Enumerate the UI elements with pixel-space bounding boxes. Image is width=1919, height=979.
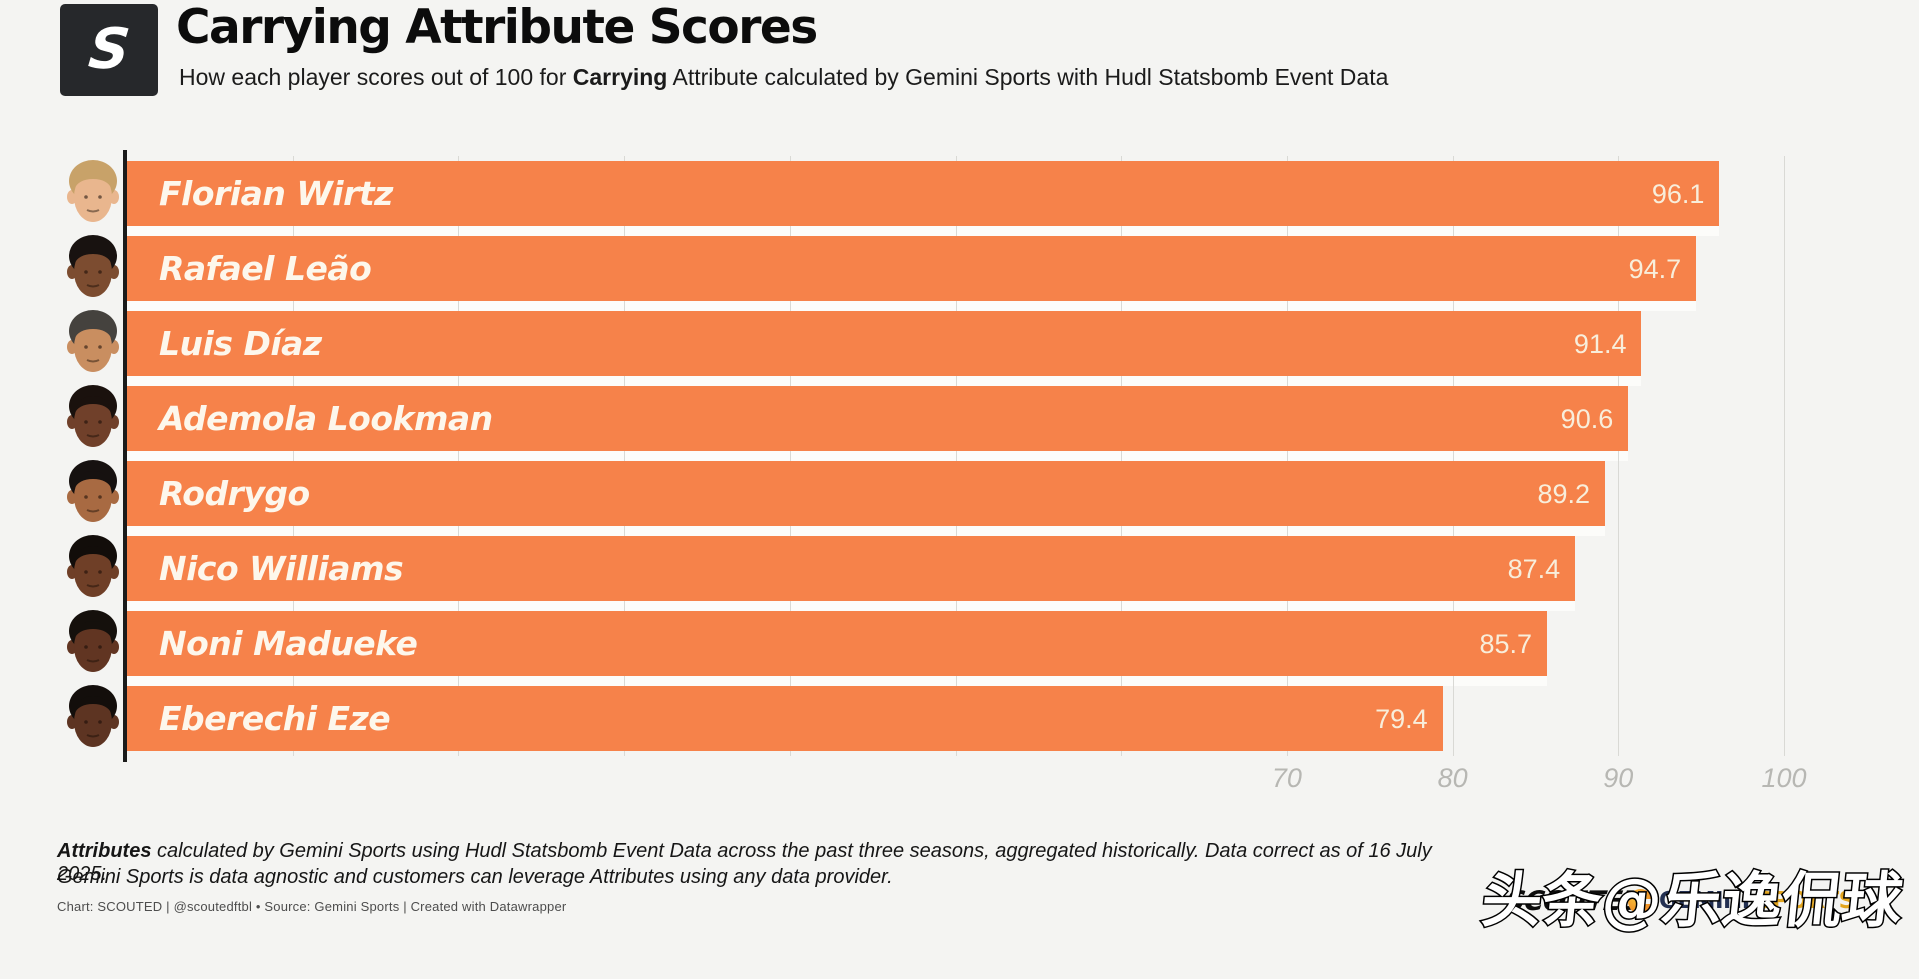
row-gap-strip: [127, 226, 1720, 236]
row-gap-strip: [127, 601, 1576, 611]
score-value-label: 85.7: [1479, 629, 1533, 659]
player-headshot: [67, 460, 119, 522]
subtitle-prefix: How each player scores out of 100 for: [179, 64, 573, 90]
gridline: [458, 156, 460, 756]
score-bar: Rafael Leão 94.7: [127, 236, 1697, 301]
gridline: [1452, 156, 1454, 756]
score-value-label: 87.4: [1507, 554, 1561, 584]
player-name-label: Eberechi Eze: [159, 699, 391, 738]
player-name-label: Nico Williams: [159, 549, 404, 588]
gemini-word: GEMINI: [1659, 888, 1750, 914]
row-gap-strip: [127, 301, 1697, 311]
toutiao-watermark: 头条@乐逸侃球: [1477, 865, 1907, 938]
x-axis-tick-label: 90: [1603, 763, 1634, 793]
sports-word: SPORTS: [1755, 888, 1855, 914]
x-axis-tick-label: 80: [1437, 763, 1468, 793]
player-name-label: Rodrygo: [159, 474, 310, 513]
player-headshot: [67, 535, 119, 597]
player-headshot: [67, 160, 119, 222]
gridline: [1121, 156, 1123, 756]
score-bar: Florian Wirtz 96.1: [127, 161, 1720, 226]
x-axis-tick-label: 70: [1271, 763, 1302, 793]
player-headshot: [67, 685, 119, 747]
player-name-label: Rafael Leão: [159, 249, 372, 288]
x-axis-tick-label: 100: [1761, 763, 1807, 793]
score-bar: Noni Madueke 85.7: [127, 611, 1548, 676]
score-bar: Eberechi Eze 79.4: [127, 686, 1443, 751]
gridline: [624, 156, 626, 756]
score-value-label: 90.6: [1560, 404, 1614, 434]
score-bar: Nico Williams 87.4: [127, 536, 1576, 601]
credit-line: Chart: SCOUTED | @scoutedftbl • Source: …: [57, 899, 567, 914]
player-headshot: [67, 610, 119, 672]
score-value-label: 94.7: [1628, 254, 1682, 284]
footer-note-rest: calculated by Gemini Sports using Hudl S…: [57, 840, 1432, 885]
player-name-label: Florian Wirtz: [159, 174, 393, 213]
player-headshot: [67, 235, 119, 297]
gridline: [955, 156, 957, 756]
score-value-label: 79.4: [1375, 704, 1428, 734]
player-headshot: [67, 385, 119, 447]
gridline: [789, 156, 791, 756]
footer-note-line2: Gemini Sports is data agnostic and custo…: [57, 866, 893, 888]
subtitle-suffix: Attribute calculated by Gemini Sports wi…: [667, 64, 1389, 90]
gridline: [292, 156, 294, 756]
footer-note-bold: Attributes: [57, 840, 152, 862]
row-gap-strip: [127, 526, 1606, 536]
score-bar: Luis Díaz 91.4: [127, 311, 1642, 376]
footer-note-line1: Attributes calculated by Gemini Sports u…: [57, 840, 1457, 886]
score-value-label: 91.4: [1573, 329, 1627, 359]
score-value-label: 89.2: [1537, 479, 1591, 509]
player-name-label: Noni Madueke: [159, 624, 418, 663]
row-gap-strip: [127, 376, 1642, 386]
row-gap-strip: [127, 451, 1629, 461]
score-bar: Ademola Lookman 90.6: [127, 386, 1629, 451]
gridline: [1286, 156, 1288, 756]
gridline: [1618, 156, 1620, 756]
y-axis-line: [123, 150, 127, 762]
page-title: Carrying Attribute Scores: [176, 0, 818, 55]
player-name-label: Ademola Lookman: [159, 399, 493, 438]
gridline: [1784, 156, 1785, 756]
scouted-logo-badge: S: [60, 4, 158, 96]
score-value-label: 96.1: [1651, 179, 1705, 209]
chart-subtitle: How each player scores out of 100 for Ca…: [179, 64, 1829, 91]
row-gap-strip: [127, 676, 1548, 686]
player-name-label: Luis Díaz: [159, 324, 322, 363]
subtitle-bold-word: Carrying: [572, 64, 668, 90]
gemini-g-icon: [1628, 888, 1653, 914]
player-headshot: [67, 310, 119, 372]
score-bar: Rodrygo 89.2: [127, 461, 1606, 526]
gemini-sports-logo: GEMINI SPORTS: [1628, 888, 1855, 914]
